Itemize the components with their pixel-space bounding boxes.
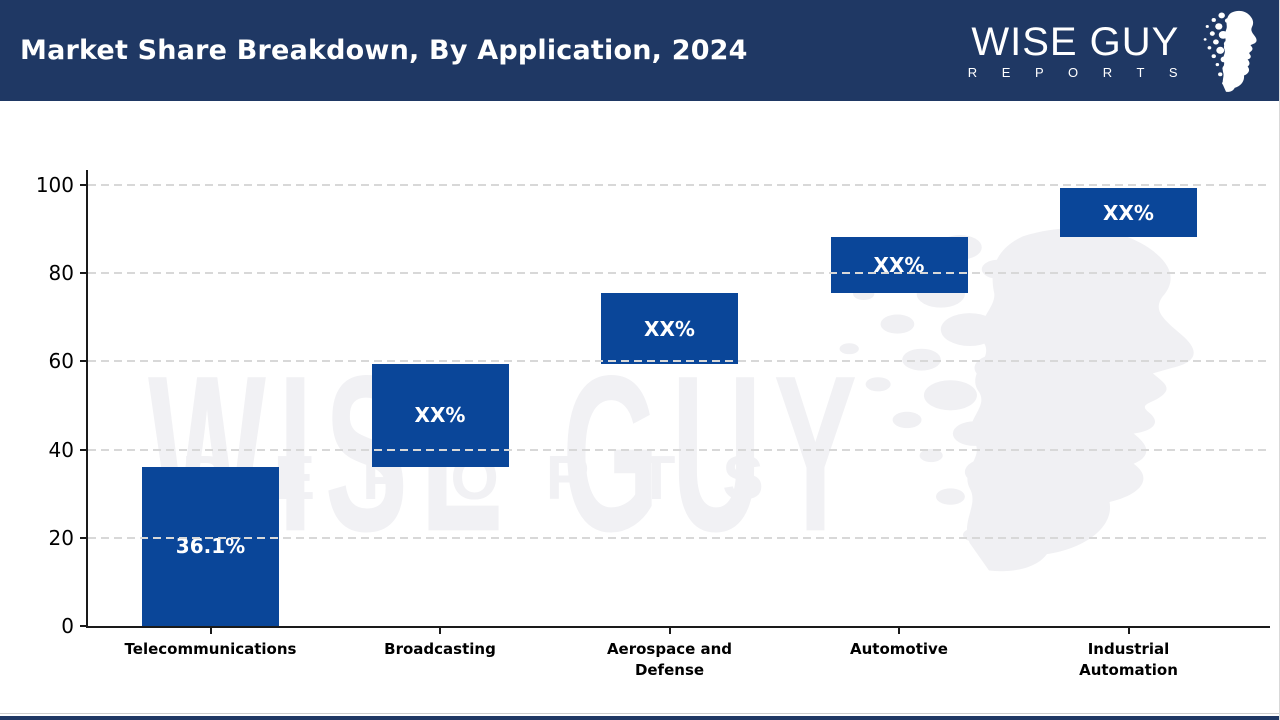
gridline-y60 bbox=[88, 360, 1270, 363]
gridline-y40 bbox=[88, 448, 1270, 451]
x-axis-tick-mark bbox=[668, 627, 671, 634]
bottom-accent-bar bbox=[0, 716, 1279, 720]
bar-industrial-automation: XX% bbox=[1060, 188, 1197, 238]
x-axis-tick-mark bbox=[898, 627, 900, 634]
x-axis-line bbox=[86, 626, 1270, 628]
brand-subtitle: R E P O R T S bbox=[967, 65, 1188, 80]
gridline-y20 bbox=[88, 536, 1270, 539]
bar-broadcasting: XX% bbox=[371, 363, 509, 467]
y-axis-tick-label: 80 bbox=[48, 261, 74, 286]
y-axis-tick-mark bbox=[80, 536, 88, 539]
x-axis-tick-mark bbox=[439, 627, 441, 634]
brand-logo: WISE GUY R E P O R T S bbox=[963, 9, 1262, 93]
bar-automotive: XX% bbox=[830, 237, 968, 294]
x-axis-category-label: Automotive bbox=[850, 640, 948, 658]
x-axis-category-label: Aerospace and Defense bbox=[606, 640, 733, 679]
bar-telecommunications: 36.1% bbox=[142, 466, 279, 626]
brand-logo-text: WISE GUY R E P O R T S bbox=[963, 22, 1188, 79]
y-axis-tick-mark bbox=[80, 272, 88, 275]
y-axis-tick-label: 20 bbox=[48, 525, 74, 550]
gridline-y80 bbox=[88, 272, 1270, 275]
wise-guy-face-icon bbox=[1203, 10, 1257, 92]
page-title: Market Share Breakdown, By Application, … bbox=[20, 35, 748, 66]
y-axis-tick-mark bbox=[80, 448, 88, 451]
y-axis-line bbox=[86, 170, 88, 628]
y-axis-tick-mark bbox=[80, 360, 88, 363]
y-axis-tick-label: 40 bbox=[48, 437, 74, 462]
y-axis-tick-label: 0 bbox=[61, 614, 74, 638]
x-axis-tick-mark bbox=[209, 627, 212, 634]
bottom-hairline bbox=[0, 713, 1279, 714]
bar-value-label: XX% bbox=[644, 316, 695, 341]
bar-value-label: XX% bbox=[414, 403, 466, 428]
x-axis-category-label: Telecommunications bbox=[124, 640, 297, 658]
bar-value-label: XX% bbox=[1103, 200, 1154, 225]
x-axis-category-label: Broadcasting bbox=[384, 640, 496, 658]
x-axis-category-label: Industrial Automation bbox=[1079, 640, 1178, 679]
y-axis-tick-label: 100 bbox=[35, 173, 74, 197]
y-axis-tick-mark bbox=[80, 184, 88, 186]
bar-aerospace-and-defense: XX% bbox=[601, 293, 738, 364]
y-axis-tick-label: 60 bbox=[48, 349, 74, 374]
y-axis-tick-mark bbox=[80, 625, 88, 627]
brand-name: WISE GUY bbox=[971, 20, 1180, 64]
header: Market Share Breakdown, By Application, … bbox=[0, 0, 1279, 101]
x-axis-tick-mark bbox=[1127, 627, 1130, 634]
gridline-y100 bbox=[88, 184, 1270, 186]
